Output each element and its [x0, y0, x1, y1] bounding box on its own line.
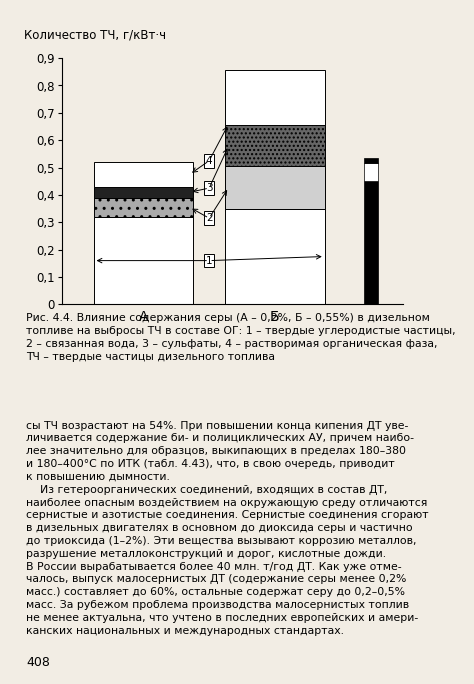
Bar	[364, 163, 378, 181]
Text: 2: 2	[206, 213, 212, 223]
Bar	[225, 209, 325, 304]
Bar	[225, 125, 325, 166]
Bar	[94, 198, 193, 217]
Text: 1: 1	[206, 256, 212, 265]
Bar	[94, 187, 193, 198]
Bar	[364, 158, 378, 163]
Text: Рис. 4.4. Влияние содержания серы (А – 0,2%, Б – 0,55%) в дизельном
топливе на в: Рис. 4.4. Влияние содержания серы (А – 0…	[26, 313, 456, 362]
Bar	[225, 166, 325, 209]
Bar	[364, 181, 378, 304]
Bar	[94, 217, 193, 304]
Bar	[225, 70, 325, 125]
Text: 4: 4	[206, 156, 212, 166]
Text: 408: 408	[26, 656, 50, 669]
Text: 3: 3	[206, 183, 212, 193]
Text: Количество ТЧ, г/кВт·ч: Количество ТЧ, г/кВт·ч	[24, 29, 166, 42]
Bar	[94, 162, 193, 187]
Text: сы ТЧ возрастают на 54%. При повышении конца кипения ДТ уве-
личивается содержан: сы ТЧ возрастают на 54%. При повышении к…	[26, 421, 428, 635]
